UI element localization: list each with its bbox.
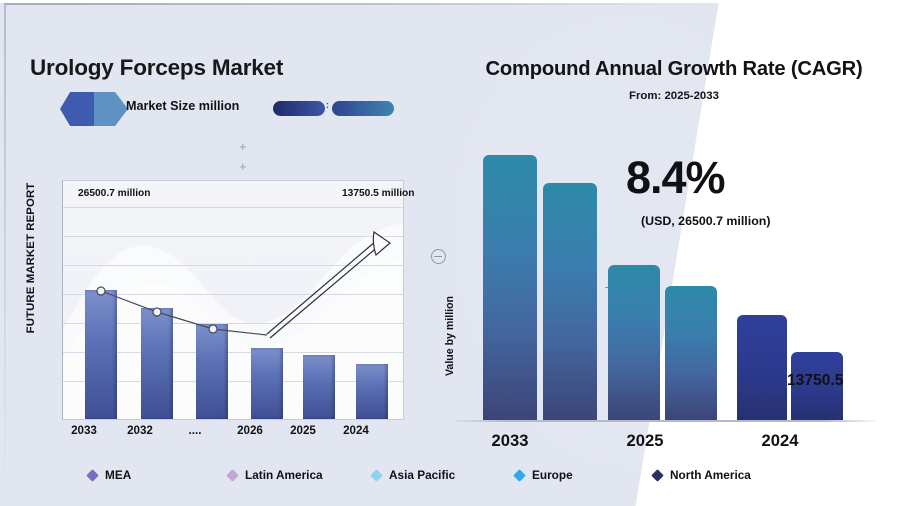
bar-2033	[85, 290, 117, 419]
legend-diamond-icon	[226, 469, 239, 482]
pill-separator: :	[326, 100, 329, 110]
gridline	[63, 323, 403, 324]
xtick-dots: ....	[188, 424, 202, 437]
legend: MEA Latin America Asia Pacific Europe No…	[0, 458, 900, 502]
rbar-2024-primary	[737, 315, 787, 420]
rbar-2033-primary	[483, 155, 537, 420]
legend-label: North America	[670, 468, 751, 482]
bar-2032	[141, 308, 173, 419]
market-size-chip: Market Size million :	[60, 90, 394, 126]
gridline	[63, 381, 403, 382]
cagr-value-sub: (USD, 26500.7 million)	[641, 214, 771, 228]
bracket-ghost-icon	[605, 273, 638, 288]
xtick-2024: 2024	[343, 424, 369, 437]
gridline	[63, 352, 403, 353]
bar-dots	[196, 324, 228, 419]
slab-left-rule	[4, 4, 6, 504]
hexagon-right-half	[94, 92, 128, 126]
slab-top-rule	[4, 3, 870, 5]
hexagon-split-icon	[60, 92, 128, 126]
rtick-2024: 2024	[761, 431, 799, 450]
legend-diamond-icon	[513, 469, 526, 482]
market-size-chip-label: Market Size million	[126, 99, 240, 113]
rbar-2025-primary	[608, 265, 660, 420]
left-bar-group	[63, 181, 403, 419]
rbar-2033-secondary	[543, 183, 597, 420]
rtick-2025: 2025	[626, 431, 664, 450]
value-label-right: 13750.5 million	[342, 188, 415, 199]
right-chart-baseline	[455, 420, 875, 422]
gridline	[63, 265, 403, 266]
legend-label: MEA	[105, 468, 132, 482]
cagr-value: 8.4%	[626, 152, 726, 203]
gridline	[63, 294, 403, 295]
legend-diamond-icon	[370, 469, 383, 482]
bar-2026	[251, 348, 283, 419]
legend-label: Latin America	[245, 468, 323, 482]
xtick-2025: 2025	[290, 424, 316, 437]
plus-icon-1: +	[239, 139, 247, 154]
gridline	[63, 236, 403, 237]
legend-diamond-icon	[651, 469, 664, 482]
gridline	[63, 207, 403, 208]
trend-line-and-arrow	[96, 230, 391, 339]
rbar-2025-secondary	[665, 286, 717, 420]
legend-diamond-icon	[86, 469, 99, 482]
pill-swatch-a	[273, 101, 325, 116]
cagr-title: Compound Annual Growth Rate (CAGR)	[485, 58, 863, 80]
bar-2024	[356, 364, 388, 419]
xtick-2032: 2032	[127, 424, 153, 437]
left-market-size-chart	[62, 180, 404, 420]
value-label-left: 26500.7 million	[78, 188, 151, 199]
xtick-2033: 2033	[71, 424, 97, 437]
rtick-2033: 2033	[491, 431, 529, 450]
plus-icon-2: +	[239, 159, 247, 174]
xtick-2026: 2026	[237, 424, 263, 437]
rbar-2024-secondary	[791, 352, 843, 420]
pill-swatch-b	[332, 101, 394, 116]
cagr-subtitle: From: 2025-2033	[629, 90, 719, 102]
legend-label: Europe	[532, 468, 573, 482]
y-axis-left-label: FUTURE MARKET REPORT	[25, 182, 37, 334]
legend-label: Asia Pacific	[389, 468, 456, 482]
page-title: Urology Forceps Market	[30, 55, 284, 80]
right-chart-value-label: 13750.5	[787, 372, 844, 389]
minus-circle-icon	[431, 249, 446, 264]
right-cagr-chart	[455, 120, 885, 420]
bar-2025	[303, 355, 335, 419]
